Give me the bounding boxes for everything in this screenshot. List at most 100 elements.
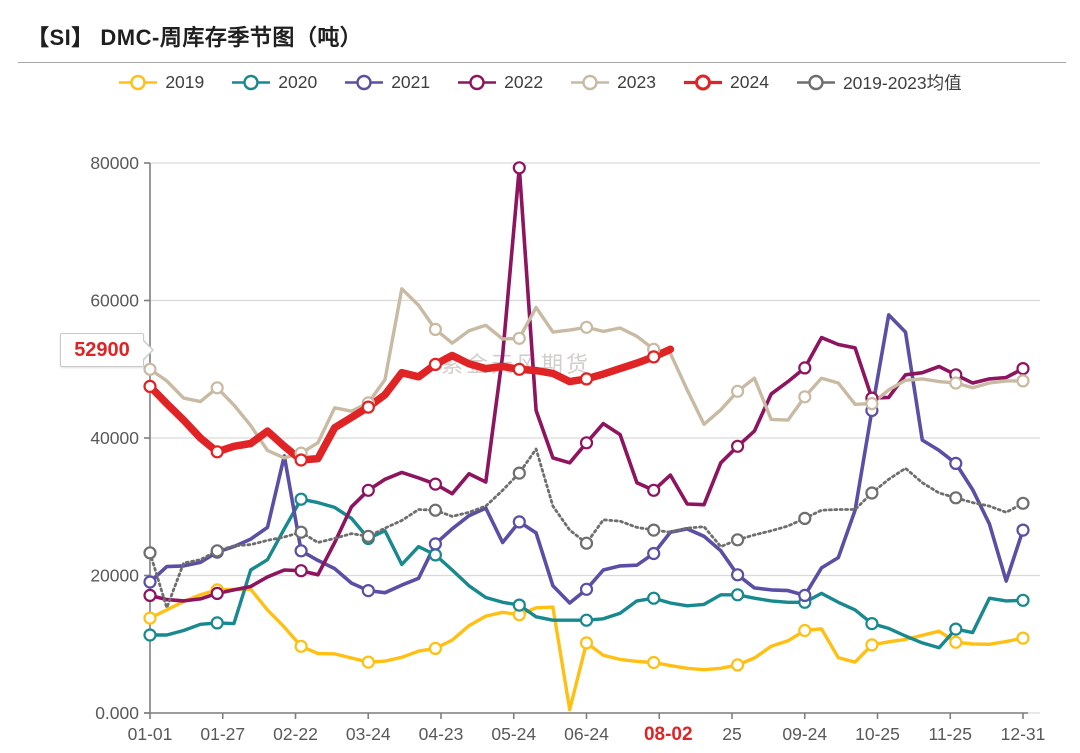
legend-label: 2021 xyxy=(391,72,431,92)
data-marker-2019 xyxy=(428,641,442,656)
data-marker-2019 xyxy=(361,655,375,669)
data-marker-2019-2023均值 xyxy=(798,511,812,526)
data-marker-2019-2023均值 xyxy=(361,529,375,543)
data-marker-2021 xyxy=(512,515,526,529)
data-marker-2023 xyxy=(949,376,963,390)
data-marker-2019 xyxy=(579,636,594,650)
data-marker-2022 xyxy=(361,483,375,497)
data-marker-2023 xyxy=(730,384,745,398)
latest-value-callout: 52900 xyxy=(60,333,154,368)
data-marker-2022 xyxy=(798,361,812,375)
data-marker-2020 xyxy=(210,616,224,630)
data-marker-2021 xyxy=(428,537,442,551)
data-marker-2020 xyxy=(730,588,745,602)
data-marker-2021 xyxy=(949,456,963,470)
title-divider xyxy=(18,62,1066,63)
series-markers xyxy=(143,161,1030,672)
data-marker-2019-2023均值 xyxy=(579,536,594,550)
data-marker-2024 xyxy=(428,357,442,371)
data-marker-2021 xyxy=(798,588,812,603)
legend-item-2019-2023均值: 2019-2023均值 xyxy=(796,70,962,95)
legend-line-icon xyxy=(571,74,610,91)
legend-label: 2020 xyxy=(278,72,318,92)
data-marker-2019-2023均值 xyxy=(949,491,963,505)
y-tick-label: 0.000 xyxy=(95,703,139,723)
data-marker-2020 xyxy=(512,598,526,612)
data-marker-2022 xyxy=(512,161,526,175)
x-tick-label: 09-24 xyxy=(782,724,827,744)
data-marker-2019 xyxy=(865,638,879,652)
data-marker-2023 xyxy=(428,322,442,336)
y-tick-label: 60000 xyxy=(90,291,139,311)
data-marker-2022 xyxy=(210,586,224,601)
legend-line-icon xyxy=(684,74,723,91)
data-marker-2024 xyxy=(294,453,308,467)
data-marker-2024 xyxy=(361,400,375,414)
data-marker-2020 xyxy=(428,548,442,562)
gridlines xyxy=(150,162,1040,714)
legend-item-2020: 2020 xyxy=(231,72,317,93)
legend-line-icon xyxy=(119,74,158,91)
legend-line-icon xyxy=(796,74,835,91)
legend: 2019 2020 2021 2022 2023 2024 2019-2023均值 xyxy=(0,70,1080,95)
data-marker-2022 xyxy=(647,483,661,497)
data-marker-2019-2023均值 xyxy=(647,523,661,537)
x-tick-label: 10-25 xyxy=(855,724,900,744)
x-tick-label-highlight: 08-02 xyxy=(644,724,693,745)
data-marker-2020 xyxy=(294,492,308,506)
data-marker-2019 xyxy=(143,611,157,625)
legend-label: 2019 xyxy=(165,72,205,92)
data-marker-2020 xyxy=(579,613,594,627)
x-tick-label: 01-27 xyxy=(200,724,245,744)
data-marker-2021 xyxy=(579,582,594,596)
data-marker-2023 xyxy=(579,320,594,334)
data-marker-2023 xyxy=(865,397,879,411)
data-marker-2019-2023均值 xyxy=(730,533,745,547)
latest-value-label: 52900 xyxy=(74,338,130,361)
data-marker-2023 xyxy=(143,362,157,376)
legend-item-2023: 2023 xyxy=(570,72,656,93)
x-tick-label: 06-24 xyxy=(564,724,609,744)
data-marker-2021 xyxy=(294,544,308,558)
legend-label: 2023 xyxy=(617,72,657,92)
legend-item-2021: 2021 xyxy=(344,72,430,93)
data-marker-2019 xyxy=(1016,631,1030,645)
data-marker-2024 xyxy=(210,445,224,459)
data-marker-2020 xyxy=(143,628,157,642)
legend-item-2019: 2019 xyxy=(118,72,204,93)
x-tick-label: 11-25 xyxy=(929,724,972,744)
x-tick-label: 02-22 xyxy=(273,724,318,744)
data-marker-2019-2023均值 xyxy=(428,503,442,517)
data-marker-2024 xyxy=(512,362,526,376)
data-marker-2019 xyxy=(798,623,812,638)
data-marker-2021 xyxy=(143,575,157,589)
legend-line-icon xyxy=(345,74,384,91)
x-tick-label: 05-24 xyxy=(491,724,536,744)
data-marker-2022 xyxy=(1016,362,1030,376)
data-marker-2024 xyxy=(579,372,594,386)
legend-label: 2024 xyxy=(730,72,769,92)
x-tick-label: 01-01 xyxy=(128,724,173,744)
legend-item-2022: 2022 xyxy=(457,72,543,93)
y-axis-labels: 80000 60000 40000 20000 0.000 xyxy=(90,153,150,723)
data-marker-2023 xyxy=(210,381,224,395)
page-title: 【SI】 DMC-周库存季节图（吨） xyxy=(27,25,363,50)
data-marker-2019-2023均值 xyxy=(512,466,526,480)
legend-line-icon xyxy=(458,74,497,91)
legend-line-icon xyxy=(232,74,271,91)
data-marker-2021 xyxy=(647,546,661,561)
legend-item-2024: 2024 xyxy=(683,72,769,93)
data-marker-2023 xyxy=(798,390,812,404)
x-tick-label: 04-23 xyxy=(419,724,464,744)
data-marker-2023 xyxy=(512,331,526,345)
data-marker-2022 xyxy=(730,439,745,453)
data-marker-2020 xyxy=(949,622,963,636)
data-marker-2019-2023均值 xyxy=(865,486,879,500)
data-marker-2020 xyxy=(865,616,879,631)
data-marker-2021 xyxy=(361,583,375,598)
data-marker-2019-2023均值 xyxy=(210,544,224,558)
x-tick-label: 03-24 xyxy=(346,724,391,744)
legend-label: 2019-2023均值 xyxy=(842,73,962,93)
data-marker-2024 xyxy=(143,379,157,393)
